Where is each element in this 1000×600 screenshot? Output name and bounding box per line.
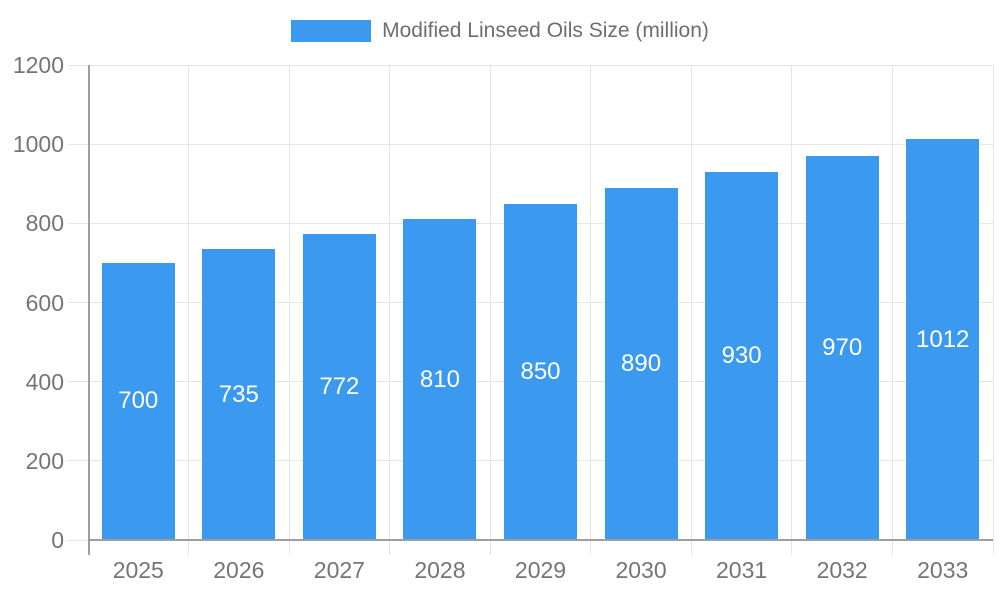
x-axis-category-label: 2026 <box>213 557 265 583</box>
bar-value-label: 810 <box>419 365 460 393</box>
bar-2028[interactable]: 810 <box>403 219 477 540</box>
legend-label: Modified Linseed Oils Size (million) <box>382 19 709 42</box>
y-axis-tick-label: 600 <box>25 289 64 316</box>
x-axis-category-label: 2027 <box>313 557 365 583</box>
y-axis-line <box>88 65 90 555</box>
bar-2025[interactable]: 700 <box>101 262 175 540</box>
y-axis-tick <box>68 460 88 462</box>
y-axis-tick <box>68 539 88 541</box>
bar-value-label: 772 <box>319 373 360 401</box>
bar-2026[interactable]: 735 <box>202 249 276 540</box>
bar-value-label: 1012 <box>916 325 970 353</box>
y-axis-tick <box>68 381 88 383</box>
y-axis-tick-label: 1000 <box>12 131 64 158</box>
x-axis-category-label: 2032 <box>816 557 868 583</box>
v-gridline <box>891 65 893 555</box>
x-axis-category-label: 2025 <box>112 557 164 583</box>
v-gridline <box>690 65 692 555</box>
y-axis-tick-label: 800 <box>25 210 64 237</box>
y-axis-tick-label: 1200 <box>12 52 64 78</box>
v-gridline <box>992 65 994 555</box>
x-axis-line <box>88 539 993 541</box>
x-axis-category-label: 2030 <box>615 557 667 583</box>
x-axis-category-label: 2029 <box>514 557 567 583</box>
y-axis-tick-label: 400 <box>25 368 64 395</box>
legend[interactable]: Modified Linseed Oils Size (million) <box>0 19 1000 43</box>
v-gridline <box>188 65 190 555</box>
bar-2031[interactable]: 930 <box>705 171 779 540</box>
bar-2027[interactable]: 772 <box>302 234 376 540</box>
h-gridline <box>88 143 993 145</box>
plot-area: 700 735 772 810 850 890 930 970 1012 <box>68 64 994 555</box>
y-axis-tick-label: 200 <box>25 447 64 474</box>
bar-2033[interactable]: 1012 <box>906 139 980 540</box>
y-axis-tick <box>68 143 88 145</box>
bar-value-label: 890 <box>621 349 662 377</box>
bar-value-label: 930 <box>721 341 762 369</box>
bar-value-label: 970 <box>822 334 863 362</box>
v-gridline <box>791 65 793 555</box>
bar-2032[interactable]: 970 <box>805 156 879 540</box>
bar-value-label: 700 <box>118 387 159 415</box>
h-gridline <box>88 64 993 66</box>
bar-value-label: 850 <box>520 357 561 385</box>
x-axis-category-label: 2033 <box>917 557 969 583</box>
y-axis-tick <box>68 64 88 66</box>
v-gridline <box>389 65 391 555</box>
bar-2030[interactable]: 890 <box>604 187 678 540</box>
v-gridline <box>288 65 290 555</box>
y-axis-tick <box>68 222 88 224</box>
v-gridline <box>489 65 491 555</box>
y-axis-tick <box>68 302 88 303</box>
legend-swatch-icon <box>291 20 372 42</box>
bar-2029[interactable]: 850 <box>504 203 577 540</box>
v-gridline <box>590 65 592 555</box>
y-axis-tick-label: 0 <box>51 527 64 553</box>
bar-value-label: 735 <box>218 380 259 408</box>
x-axis-category-label: 2028 <box>414 557 466 583</box>
x-axis-category-label: 2031 <box>716 557 768 583</box>
